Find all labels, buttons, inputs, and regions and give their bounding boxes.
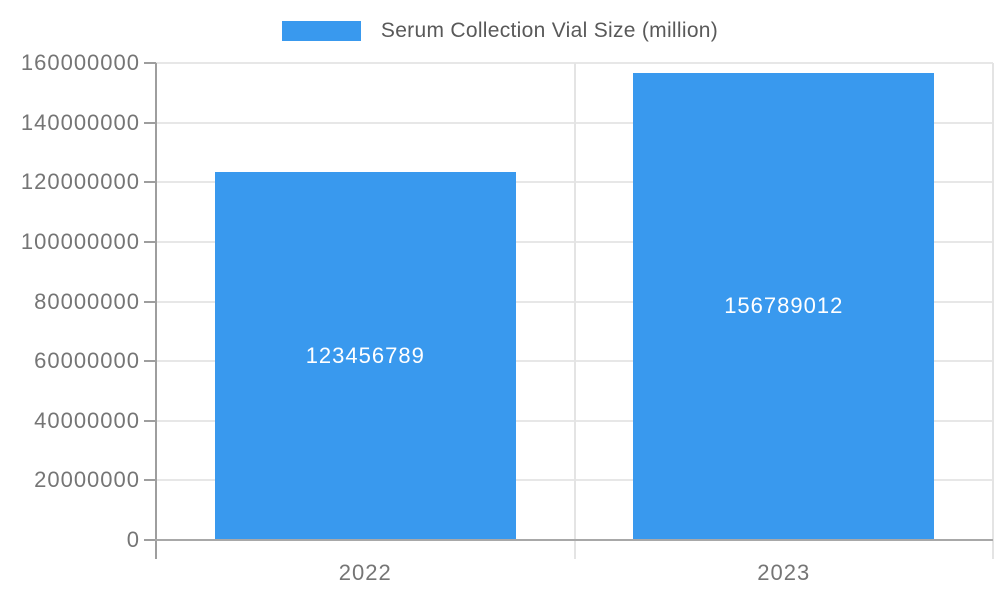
y-tick-label: 80000000 <box>34 288 140 314</box>
y-tick-label: 140000000 <box>20 109 140 135</box>
bar <box>214 171 516 540</box>
y-axis-line <box>155 63 157 559</box>
y-tick <box>144 62 156 64</box>
bar <box>633 72 935 540</box>
x-axis-baseline <box>155 539 993 541</box>
legend-swatch <box>281 21 361 41</box>
y-tick <box>144 419 156 422</box>
plot-right-border <box>992 63 994 559</box>
y-tick <box>144 479 156 482</box>
y-tick <box>144 360 156 363</box>
bar-value-label: 156789012 <box>724 293 844 319</box>
y-tick-label: 120000000 <box>20 169 140 195</box>
y-tick <box>144 181 156 184</box>
y-tick <box>144 539 156 541</box>
bar-value-label: 123456789 <box>305 342 425 368</box>
y-tick <box>144 240 156 243</box>
legend: Serum Collection Vial Size (million) <box>0 16 1000 46</box>
y-tick-label: 40000000 <box>34 407 140 433</box>
y-tick-label: 60000000 <box>34 348 140 374</box>
x-tick-label: 2022 <box>338 560 392 585</box>
y-tick <box>144 121 156 124</box>
legend-label: Serum Collection Vial Size (million) <box>380 19 719 42</box>
y-tick-label: 0 <box>126 527 140 552</box>
x-tick-label: 2023 <box>757 560 811 585</box>
y-tick-label: 20000000 <box>34 467 140 493</box>
y-tick <box>144 300 156 303</box>
y-tick-label: 100000000 <box>20 228 140 254</box>
category-divider-line <box>573 63 576 559</box>
y-tick-label: 160000000 <box>20 50 140 75</box>
